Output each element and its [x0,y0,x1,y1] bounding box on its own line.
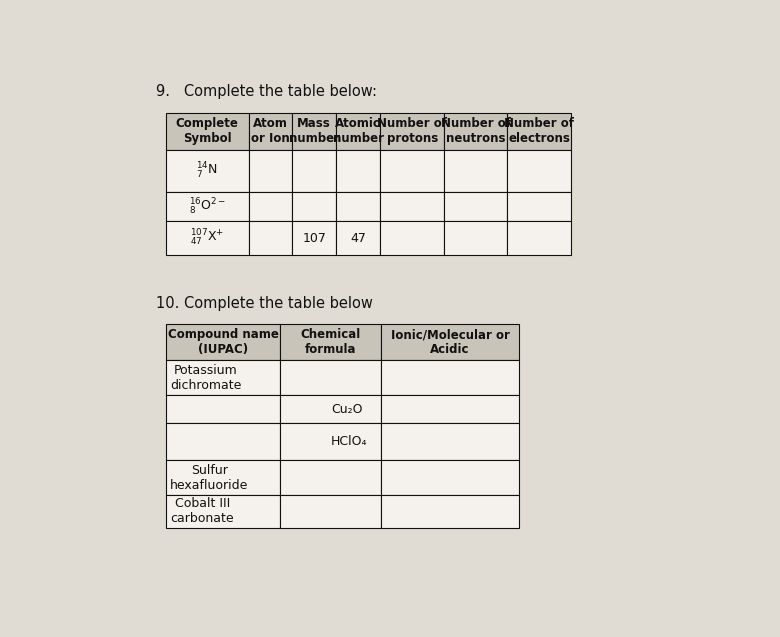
Text: Number of
electrons: Number of electrons [504,117,574,145]
Text: 9.   Complete the table below:: 9. Complete the table below: [156,84,377,99]
Bar [381,150,444,192]
Bar [165,113,249,150]
Text: Cobalt III
carbonate: Cobalt III carbonate [170,497,234,526]
Bar [381,113,444,150]
Bar [336,150,381,192]
Bar [292,221,336,255]
Bar [336,192,381,221]
Bar [381,360,519,395]
Bar [280,324,381,360]
Text: 10. Complete the table below: 10. Complete the table below [156,296,373,311]
Bar [249,113,292,150]
Bar [381,496,519,527]
Bar [508,150,571,192]
Text: Complete
Symbol: Complete Symbol [176,117,239,145]
Bar [165,192,249,221]
Bar [165,324,280,360]
Text: Number of
neutrons: Number of neutrons [441,117,511,145]
Text: $^{14}_{7}$N: $^{14}_{7}$N [197,161,218,181]
Text: Potassium
dichromate: Potassium dichromate [170,364,242,392]
Bar [165,460,280,496]
Bar [381,221,444,255]
Bar [165,221,249,255]
Bar [165,395,280,423]
Text: Atomic
number: Atomic number [333,117,384,145]
Text: $^{16}_{8}$O$^{2-}$: $^{16}_{8}$O$^{2-}$ [189,197,225,217]
Text: Sulfur
hexafluoride: Sulfur hexafluoride [170,464,249,492]
Text: HClO₄: HClO₄ [331,435,367,448]
Bar [280,423,381,460]
Text: Atom
or Ion: Atom or Ion [251,117,289,145]
Bar [508,192,571,221]
Text: Cu₂O: Cu₂O [331,403,362,415]
Bar [381,423,519,460]
Text: Chemical
formula: Chemical formula [300,328,361,356]
Bar [508,113,571,150]
Bar [381,192,444,221]
Bar [249,150,292,192]
Bar [280,395,381,423]
Bar [165,496,280,527]
Bar [444,192,508,221]
Text: Number of
protons: Number of protons [378,117,447,145]
Text: Ionic/Molecular or
Acidic: Ionic/Molecular or Acidic [391,328,509,356]
Bar [381,395,519,423]
Bar [444,150,508,192]
Bar [381,460,519,496]
Bar [292,113,336,150]
Bar [444,113,508,150]
Bar [249,221,292,255]
Text: 107: 107 [302,232,326,245]
Text: 47: 47 [350,232,367,245]
Bar [280,496,381,527]
Bar [381,324,519,360]
Bar [165,423,280,460]
Text: Compound name
(IUPAC): Compound name (IUPAC) [168,328,278,356]
Text: $^{107}_{47}$X$^{+}$: $^{107}_{47}$X$^{+}$ [190,228,225,248]
Bar [165,150,249,192]
Bar [336,221,381,255]
Bar [508,221,571,255]
Bar [249,192,292,221]
Bar [165,360,280,395]
Bar [292,150,336,192]
Bar [336,113,381,150]
Text: Mass
number: Mass number [289,117,339,145]
Bar [444,221,508,255]
Bar [280,360,381,395]
Bar [280,460,381,496]
Bar [292,192,336,221]
